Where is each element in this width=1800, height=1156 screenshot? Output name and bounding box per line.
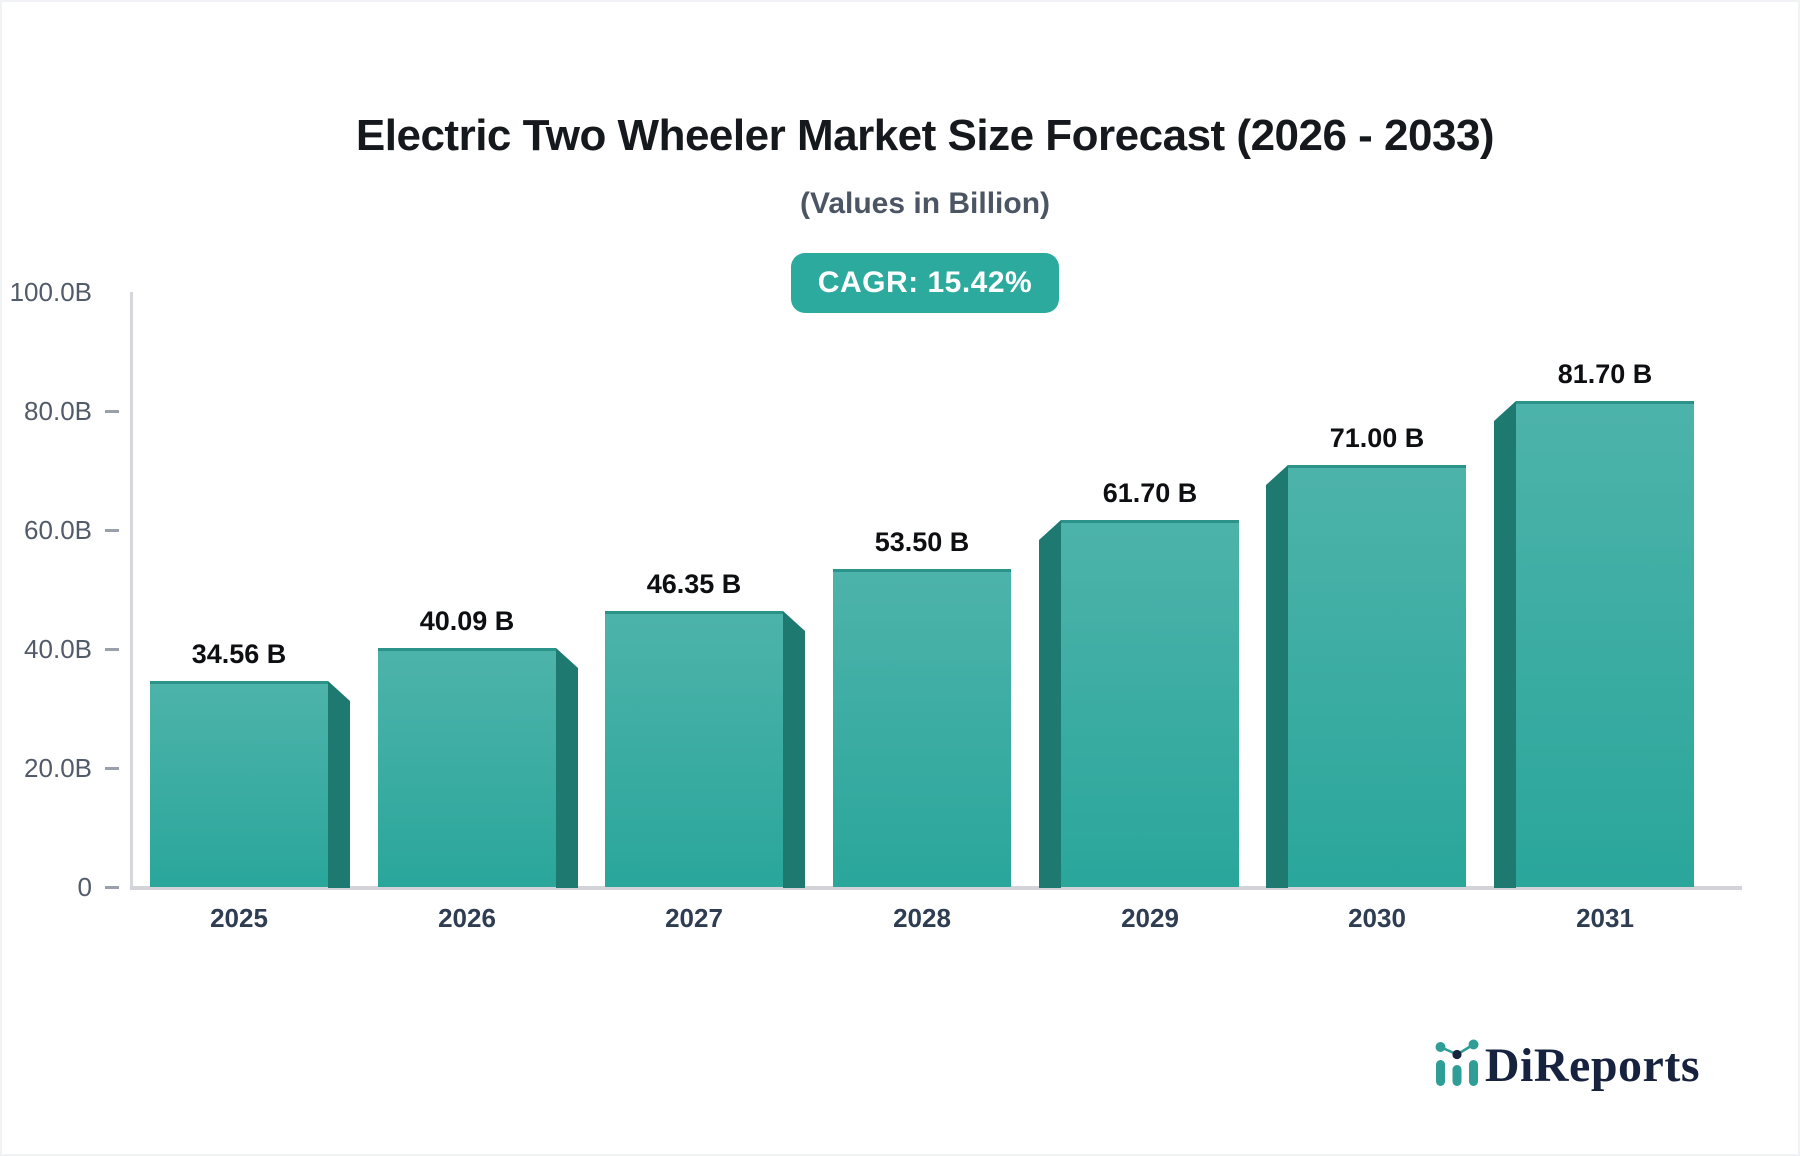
y-tick-dash xyxy=(105,529,119,532)
bar xyxy=(150,681,328,887)
cagr-badge-row: CAGR: 15.42% xyxy=(25,253,1800,313)
bar-line-chart-icon xyxy=(1435,1039,1479,1086)
bar xyxy=(1061,520,1239,887)
bar-value-label: 40.09 B xyxy=(419,606,515,636)
x-tick-label: 2028 xyxy=(893,903,951,933)
bar-side-3d xyxy=(1039,520,1061,888)
bar-value-label: 71.00 B xyxy=(1329,423,1425,453)
bar xyxy=(605,611,783,887)
y-tick-label: 80.0B xyxy=(24,396,92,426)
bar-side-3d xyxy=(783,611,805,888)
bar xyxy=(833,569,1011,887)
bar-side-3d xyxy=(1494,401,1516,888)
bar-side-3d xyxy=(556,648,578,888)
bar-value-label: 53.50 B xyxy=(874,527,970,557)
y-tick-label: 100.0B xyxy=(9,277,92,307)
x-tick-label: 2025 xyxy=(210,903,268,933)
y-tick-label: 40.0B xyxy=(24,634,92,664)
x-axis-baseline xyxy=(130,886,1742,890)
bar-value-label: 61.70 B xyxy=(1102,478,1198,508)
x-tick-label: 2027 xyxy=(665,903,723,933)
chart-title: Electric Two Wheeler Market Size Forecas… xyxy=(355,111,1495,160)
y-tick-label: 20.0B xyxy=(24,753,92,783)
bar-value-label: 46.35 B xyxy=(646,569,742,599)
x-tick-label: 2030 xyxy=(1348,903,1406,933)
brand-watermark: DiReports xyxy=(1434,1038,1700,1093)
bar xyxy=(1288,465,1466,887)
y-tick-dash xyxy=(105,410,119,413)
y-tick-label: 60.0B xyxy=(24,515,92,545)
bar-side-3d xyxy=(1266,465,1288,888)
bar-side-3d xyxy=(328,681,350,888)
y-tick-dash xyxy=(105,886,119,889)
x-tick-label: 2031 xyxy=(1576,903,1634,933)
y-axis-line xyxy=(130,292,133,890)
y-tick-dash xyxy=(105,767,119,770)
chart-subtitle: (Values in Billion) xyxy=(799,187,1051,220)
x-tick-label: 2026 xyxy=(438,903,496,933)
bar-value-label: 81.70 B xyxy=(1557,359,1653,389)
bar xyxy=(1516,401,1694,887)
cagr-badge: CAGR: 15.42% xyxy=(790,253,1060,313)
bar xyxy=(378,648,556,887)
y-tick-label: 0 xyxy=(77,872,92,902)
x-tick-label: 2029 xyxy=(1121,903,1179,933)
brand-name: DiReports xyxy=(1484,1039,1700,1093)
bar-value-label: 34.56 B xyxy=(191,639,287,669)
y-tick-dash xyxy=(105,648,119,651)
